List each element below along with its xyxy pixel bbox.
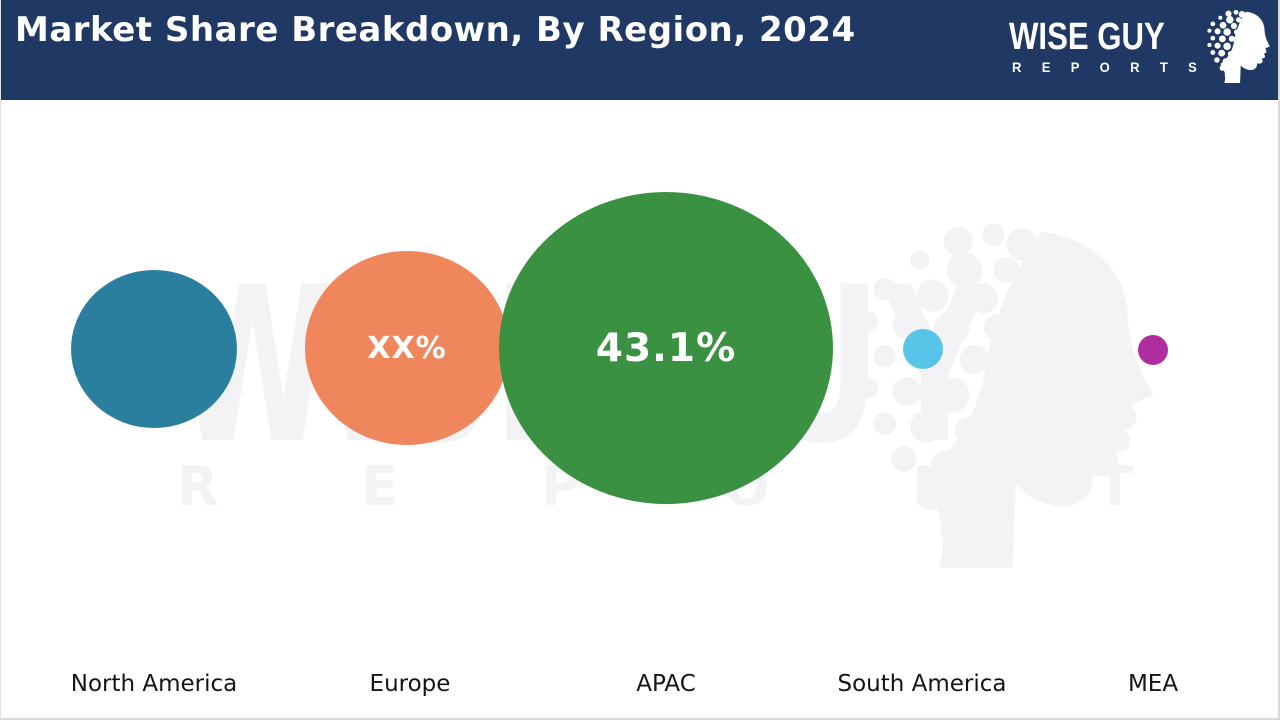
wiseguy-head-icon — [1204, 6, 1272, 88]
page-title: Market Share Breakdown, By Region, 2024 — [15, 10, 856, 50]
bubble-value-label-apac: 43.1% — [595, 325, 737, 371]
logo-text: WISE GUY R E P O R T S — [1009, 18, 1220, 75]
bubble-chart: WISE GUY R E P O R T S XX% 43.1% North A… — [1, 100, 1278, 718]
wiseguy-logo: WISE GUY R E P O R T S — [1009, 4, 1272, 88]
bubble-europe: XX% — [305, 251, 509, 445]
bubble-apac: 43.1% — [499, 192, 833, 504]
logo-wordmark: WISE GUY — [1009, 16, 1166, 58]
watermark-head-icon — [829, 222, 1177, 574]
header: Market Share Breakdown, By Region, 2024 … — [1, 0, 1278, 100]
logo-tagline: R E P O R T S — [1012, 59, 1206, 75]
bubble-north-america — [71, 270, 237, 428]
category-label-europe: Europe — [369, 671, 451, 697]
bubble-mea — [1138, 335, 1168, 365]
category-label-south-america: South America — [837, 671, 1007, 697]
category-label-north-america: North America — [70, 671, 238, 697]
bubble-south-america — [903, 329, 943, 369]
category-label-mea: MEA — [1127, 671, 1179, 697]
category-label-apac: APAC — [636, 671, 696, 697]
bubble-value-label-europe: XX% — [367, 330, 447, 366]
